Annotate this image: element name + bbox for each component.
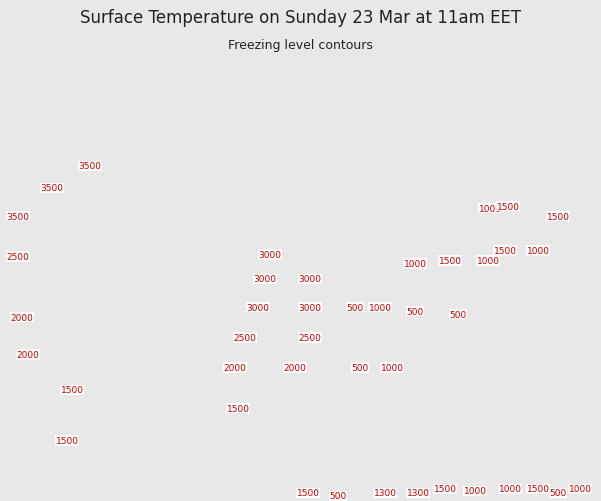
Text: 2000: 2000: [17, 350, 40, 359]
Text: 2000: 2000: [224, 364, 246, 372]
Text: 2500: 2500: [299, 333, 322, 342]
Text: 3000: 3000: [299, 303, 322, 312]
Text: 500: 500: [329, 491, 347, 500]
Text: 3000: 3000: [258, 250, 281, 260]
Text: 1000: 1000: [526, 246, 549, 256]
Text: 1000: 1000: [368, 303, 391, 312]
Text: 3000: 3000: [254, 275, 276, 284]
Text: 1500: 1500: [55, 436, 79, 445]
Text: Freezing level contours: Freezing level contours: [228, 39, 373, 52]
Text: 1500: 1500: [546, 212, 570, 221]
Text: 1500: 1500: [526, 484, 549, 493]
Text: 1500: 1500: [296, 488, 320, 497]
Text: 1000: 1000: [498, 484, 522, 493]
Text: 1500: 1500: [493, 246, 516, 256]
Text: 500: 500: [352, 364, 368, 372]
Text: 3500: 3500: [79, 162, 102, 171]
Text: 1000: 1000: [463, 486, 486, 495]
Text: 500: 500: [346, 303, 364, 312]
Text: 1000: 1000: [403, 260, 427, 269]
Text: 1300: 1300: [373, 488, 397, 497]
Text: 2000: 2000: [284, 364, 307, 372]
Text: 1500: 1500: [496, 202, 519, 211]
Text: 1500: 1500: [439, 257, 462, 266]
Text: 1000: 1000: [478, 204, 501, 213]
Text: 500: 500: [450, 310, 466, 319]
Text: 1000: 1000: [477, 257, 499, 266]
Text: 3000: 3000: [246, 303, 269, 312]
Text: Surface Temperature on Sunday 23 Mar at 11am EET: Surface Temperature on Sunday 23 Mar at …: [80, 10, 521, 28]
Text: 1500: 1500: [433, 484, 457, 493]
Text: 2000: 2000: [11, 313, 34, 322]
Text: 500: 500: [406, 307, 424, 316]
Text: 2500: 2500: [7, 253, 29, 262]
Text: 3500: 3500: [40, 184, 64, 193]
Text: 500: 500: [549, 488, 567, 497]
Text: 1500: 1500: [227, 404, 249, 413]
Text: 1000: 1000: [569, 484, 591, 493]
Text: 3000: 3000: [299, 275, 322, 284]
Text: 1000: 1000: [380, 364, 403, 372]
Text: 2500: 2500: [234, 333, 257, 342]
Text: 1300: 1300: [406, 488, 430, 497]
Text: 1500: 1500: [61, 386, 84, 395]
Text: 3500: 3500: [7, 212, 29, 221]
